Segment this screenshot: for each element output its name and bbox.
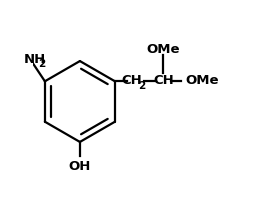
Text: OH: OH — [69, 159, 91, 172]
Text: CH: CH — [153, 74, 174, 87]
Text: NH: NH — [24, 52, 46, 65]
Text: OMe: OMe — [186, 74, 219, 87]
Text: OMe: OMe — [147, 43, 180, 56]
Text: 2: 2 — [138, 80, 145, 90]
Text: CH: CH — [122, 74, 143, 87]
Text: 2: 2 — [38, 59, 45, 69]
